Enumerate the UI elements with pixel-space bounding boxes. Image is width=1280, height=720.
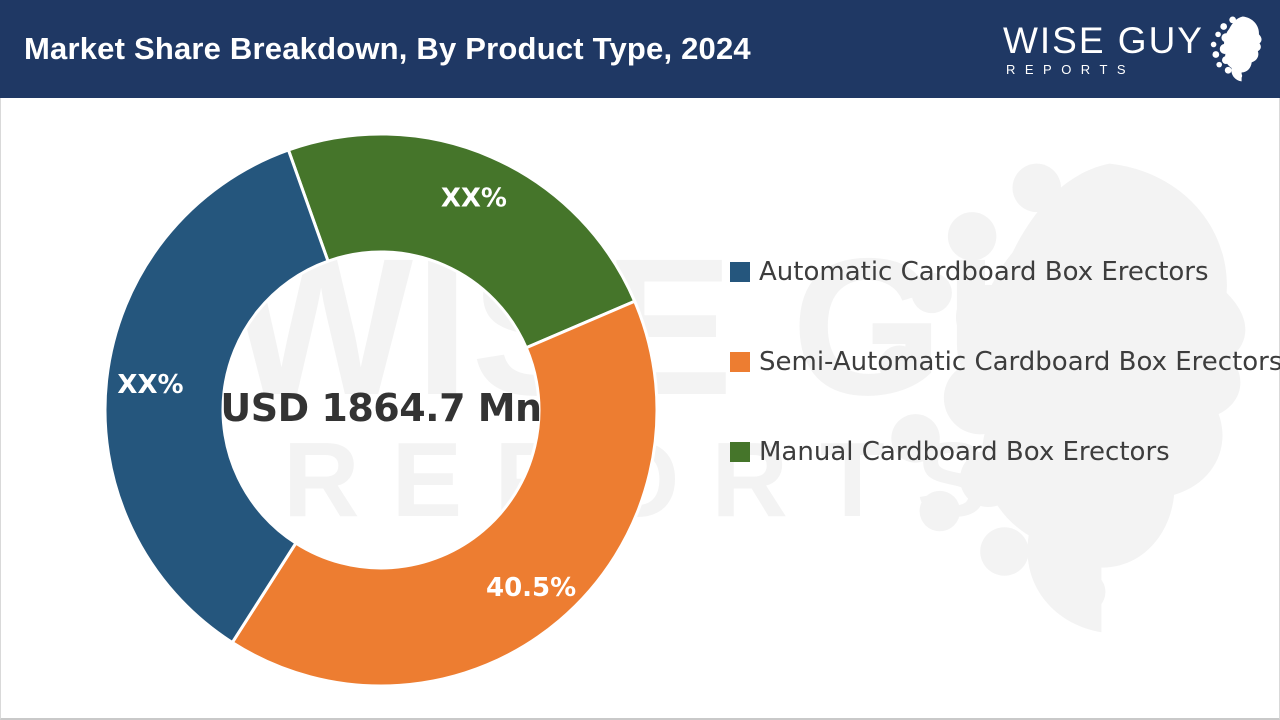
logo-wordmark: WISE GUY bbox=[1002, 19, 1204, 61]
legend-item-automatic: Automatic Cardboard Box Erectors bbox=[730, 256, 1280, 287]
logo-wordmark-block: WISE GUY REPORTS bbox=[1003, 22, 1204, 77]
header-bar: Market Share Breakdown, By Product Type,… bbox=[0, 0, 1280, 98]
slice-value-label: 40.5% bbox=[486, 573, 576, 603]
legend-swatch-automatic bbox=[730, 261, 750, 282]
legend-item-manual: Manual Cardboard Box Erectors bbox=[730, 436, 1280, 467]
legend-label: Semi-Automatic Cardboard Box Erectors bbox=[759, 346, 1280, 377]
wiseguy-logo: WISE GUY REPORTS bbox=[1003, 13, 1264, 86]
legend-swatch-manual bbox=[730, 441, 750, 462]
legend-label: Automatic Cardboard Box Erectors bbox=[759, 256, 1209, 287]
donut-slice-semi-automatic-cardboard-box-erectors bbox=[230, 299, 659, 688]
legend-item-semi-automatic: Semi-Automatic Cardboard Box Erectors bbox=[730, 346, 1280, 377]
page-title: Market Share Breakdown, By Product Type,… bbox=[24, 31, 751, 66]
legend-swatch-semi-automatic bbox=[730, 351, 750, 372]
slice-value-label: XX% bbox=[441, 184, 507, 214]
donut-slice-automatic-cardboard-box-erectors bbox=[103, 148, 330, 645]
chart-center-value: USD 1864.7 Mn bbox=[220, 386, 542, 430]
logo-subtext: REPORTS bbox=[1005, 61, 1136, 77]
donut-slice-manual-cardboard-box-erectors bbox=[286, 132, 637, 350]
wiseguy-face-icon bbox=[1210, 15, 1262, 81]
legend: Automatic Cardboard Box Erectors Semi-Au… bbox=[730, 256, 1280, 528]
legend-label: Manual Cardboard Box Erectors bbox=[759, 436, 1170, 467]
watermark-face-icon bbox=[879, 163, 1246, 633]
slice-value-label: XX% bbox=[117, 370, 183, 400]
